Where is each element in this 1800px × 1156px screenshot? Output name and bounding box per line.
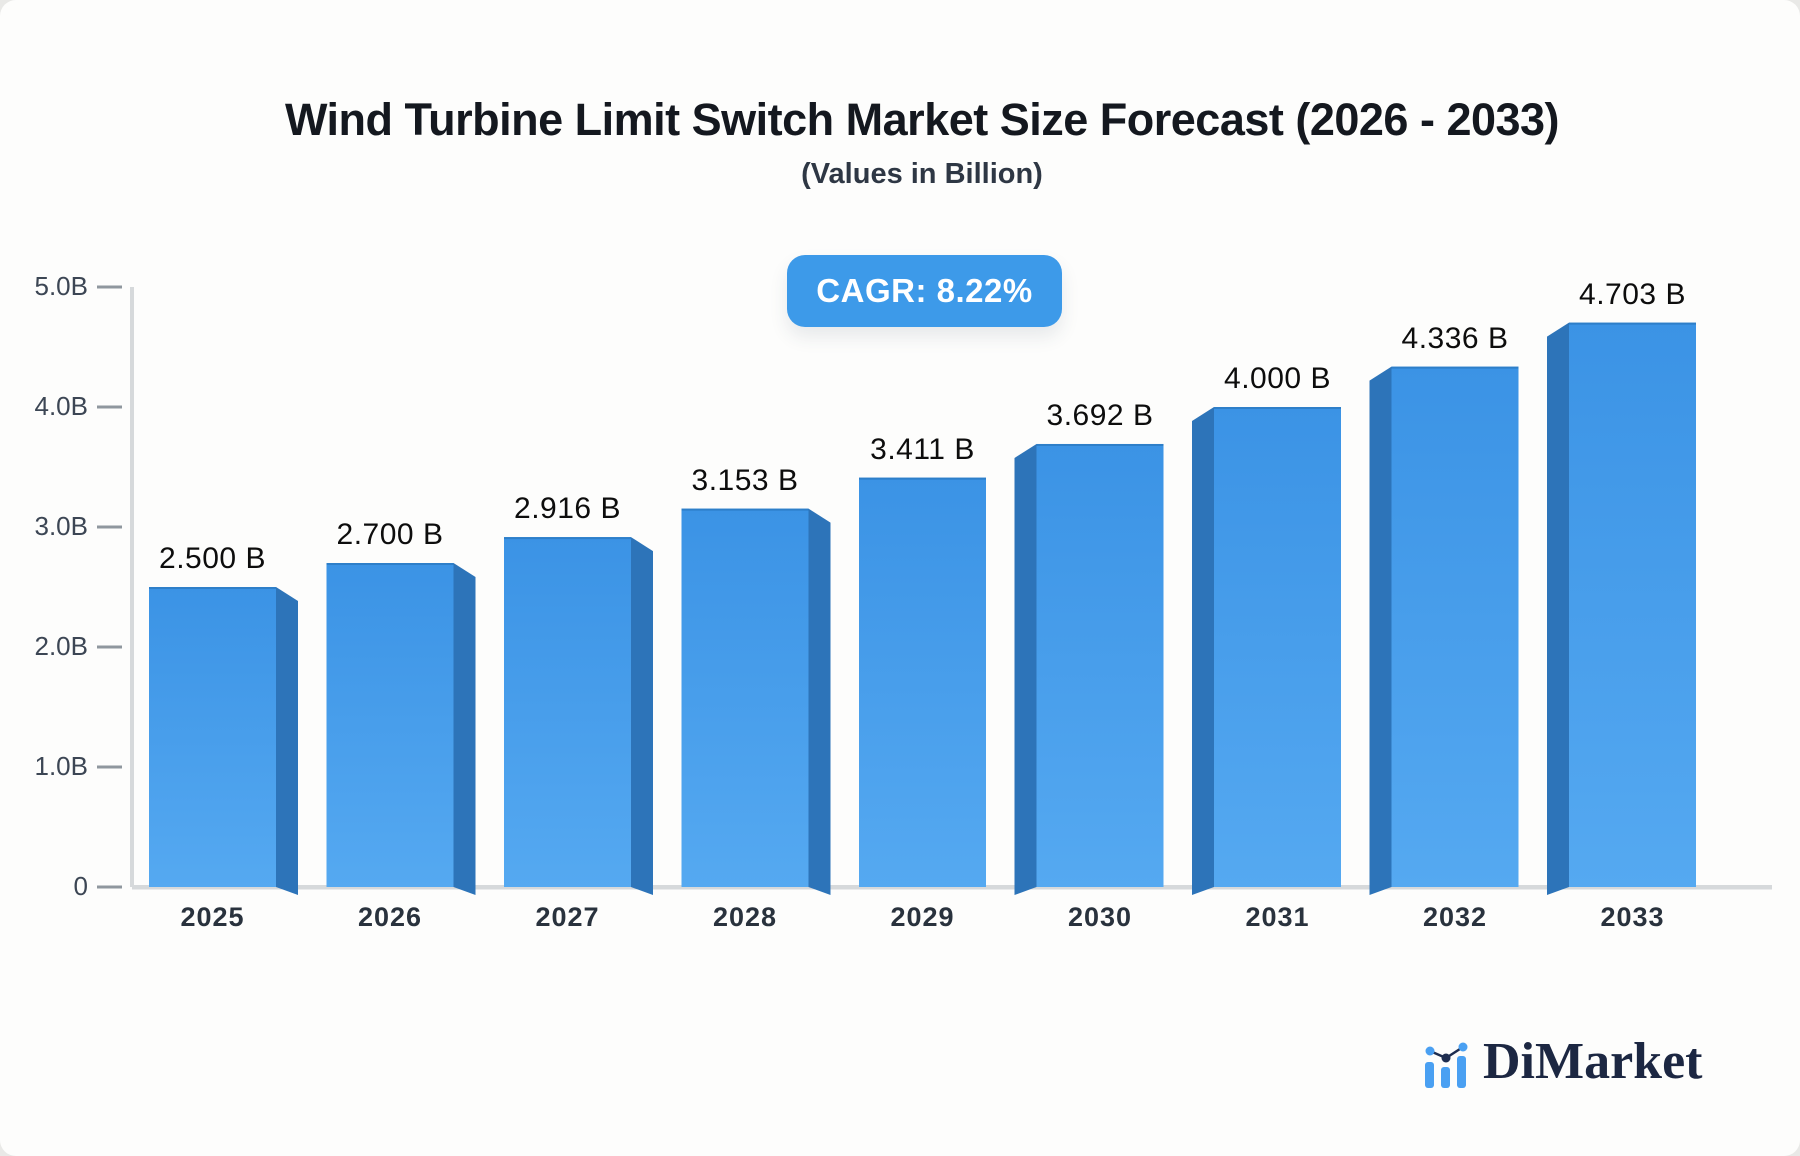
- cagr-badge-label: CAGR: 8.22%: [816, 272, 1033, 309]
- bar-2030: [1036, 443, 1164, 887]
- bar-3d-side: [1547, 322, 1569, 895]
- x-axis-category-label: 2027: [535, 902, 600, 932]
- x-axis-line: [132, 885, 1772, 890]
- x-axis-category-label: 2030: [1067, 902, 1133, 932]
- y-axis-tick-label: 5.0B: [34, 271, 89, 301]
- bar-value-label: 2.700 B: [336, 518, 444, 551]
- y-axis-tick-label: 3.0B: [34, 511, 89, 541]
- y-axis-tick-label: 1.0B: [34, 751, 89, 781]
- bar-2031: [1214, 407, 1341, 887]
- bar-value-label: 3.411 B: [870, 432, 975, 466]
- bar-2026: [326, 563, 454, 887]
- y-axis-tick-label: 4.0B: [34, 391, 89, 421]
- bar-2033: [1569, 322, 1696, 887]
- bar-value-label: 3.692 B: [1046, 398, 1154, 432]
- bar-2027: [504, 537, 631, 887]
- x-axis-category-label: 2028: [712, 902, 778, 932]
- x-axis-category-label: 2033: [1600, 902, 1665, 932]
- x-axis-category-label: 2032: [1422, 902, 1488, 932]
- y-axis-tick-label: 2.0B: [34, 631, 89, 661]
- y-tick-mark: [97, 525, 122, 529]
- bar-3d-side: [1192, 407, 1214, 895]
- y-tick-mark: [97, 885, 122, 889]
- bar-value-label: 4.336 B: [1401, 321, 1509, 355]
- y-tick-mark: [97, 645, 122, 649]
- cagr-badge: CAGR: 8.22%: [787, 255, 1062, 327]
- bars: [149, 322, 1696, 895]
- bar-2025: [149, 587, 276, 887]
- bar-3d-side: [1369, 366, 1392, 895]
- y-tick-mark: [97, 405, 122, 409]
- chart-subtitle: (Values in Billion): [801, 158, 1043, 190]
- bar-3d-side: [1014, 443, 1037, 895]
- bar-line-chart-icon: [1425, 1042, 1468, 1088]
- bar-value-label: 4.703 B: [1579, 277, 1686, 311]
- bar-3d-side: [631, 537, 653, 895]
- y-axis-line: [130, 287, 134, 887]
- logo-text: DiMarket: [1483, 1033, 1703, 1090]
- x-axis-category-label: 2026: [357, 902, 423, 932]
- y-tick-mark: [97, 765, 122, 769]
- x-axis-category-label: 2029: [890, 902, 955, 932]
- bar-2032: [1391, 366, 1519, 887]
- axes: [97, 285, 1772, 890]
- bar-value-label: 4.000 B: [1224, 362, 1331, 395]
- y-axis-tick-label: 0: [73, 871, 88, 901]
- bar-value-label: 2.916 B: [514, 492, 621, 526]
- bar-3d-side: [808, 508, 831, 895]
- chart-title: Wind Turbine Limit Switch Market Size Fo…: [284, 94, 1560, 145]
- bar-2028: [681, 508, 809, 887]
- bar-3d-side: [276, 587, 298, 895]
- dimarket-logo: DiMarket: [1423, 1036, 1702, 1088]
- y-tick-mark: [97, 285, 122, 289]
- bar-value-label: 2.500 B: [159, 542, 266, 575]
- bar-value-label: 3.153 B: [691, 463, 799, 497]
- x-axis-category-label: 2025: [180, 902, 245, 932]
- x-axis-category-label: 2031: [1245, 902, 1310, 932]
- bar-2029: [859, 477, 986, 887]
- bar-3d-side: [453, 563, 476, 895]
